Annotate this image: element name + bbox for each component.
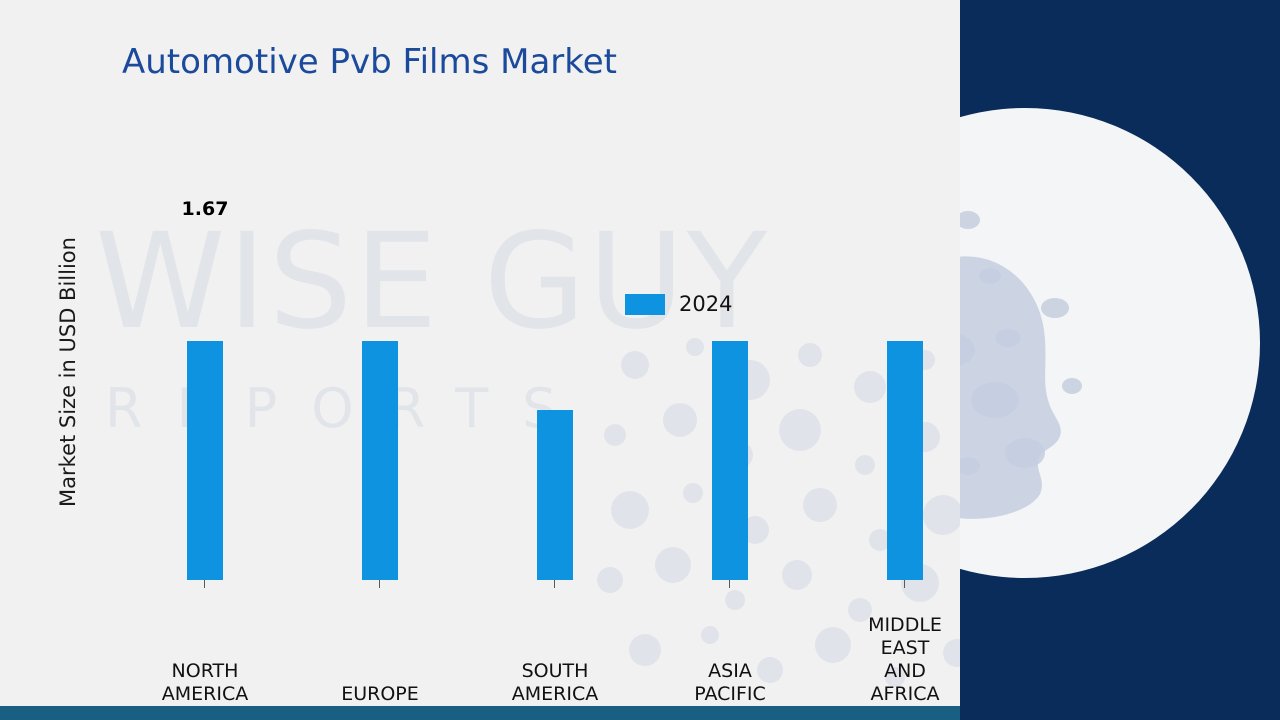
chart-legend[interactable]: 2024 [625,292,732,316]
category-label-line: AMERICA [511,683,599,705]
bar-north-america[interactable] [187,341,223,580]
category-label-line: MIDDLE [868,614,942,636]
plot-area: Market Size in USD Billion 1.67 NORTH AM… [56,198,942,706]
category-label-south-america: SOUTH AMERICA [467,660,643,706]
axis-tick [729,580,730,588]
category-label-line: PACIFIC [694,683,766,705]
category-label-line: EAST [880,637,930,659]
bar-asia-pacific[interactable] [712,341,748,580]
axis-tick [379,580,380,588]
panel-dots-icon [960,211,1082,519]
right-brand-panel: WISE GUY R E P O R T S [960,0,1280,720]
bars-layer: 1.67 NORTH AMERICA EUROPE [117,198,942,706]
category-label-asia-pacific: ASIA PACIFIC [642,660,818,706]
legend-swatch-2024 [625,293,665,315]
category-label-europe: EUROPE [292,683,468,706]
category-label-middle-east-and-africa: MIDDLE EAST AND AFRICA [817,614,993,706]
axis-tick [904,580,905,588]
category-label-line: AND [884,660,926,682]
bar-south-america[interactable] [537,410,573,580]
category-label-line: NORTH [171,660,239,682]
category-label-line: SOUTH [521,660,589,682]
axis-tick [204,580,205,588]
bottom-accent-strip [0,706,960,720]
bar-value-label: 1.67 [181,198,229,220]
category-label-line: AMERICA [161,683,249,705]
legend-label-2024: 2024 [679,292,733,316]
category-label-north-america: NORTH AMERICA [117,660,293,706]
category-label-line: ASIA [708,660,752,682]
bar-middle-east-and-africa[interactable] [887,341,923,580]
category-label-line: AFRICA [870,683,940,705]
chart-title: Automotive Pvb Films Market [122,42,617,82]
bar-europe[interactable] [362,341,398,580]
category-label-line: EUROPE [341,683,419,705]
axis-tick [554,580,555,588]
